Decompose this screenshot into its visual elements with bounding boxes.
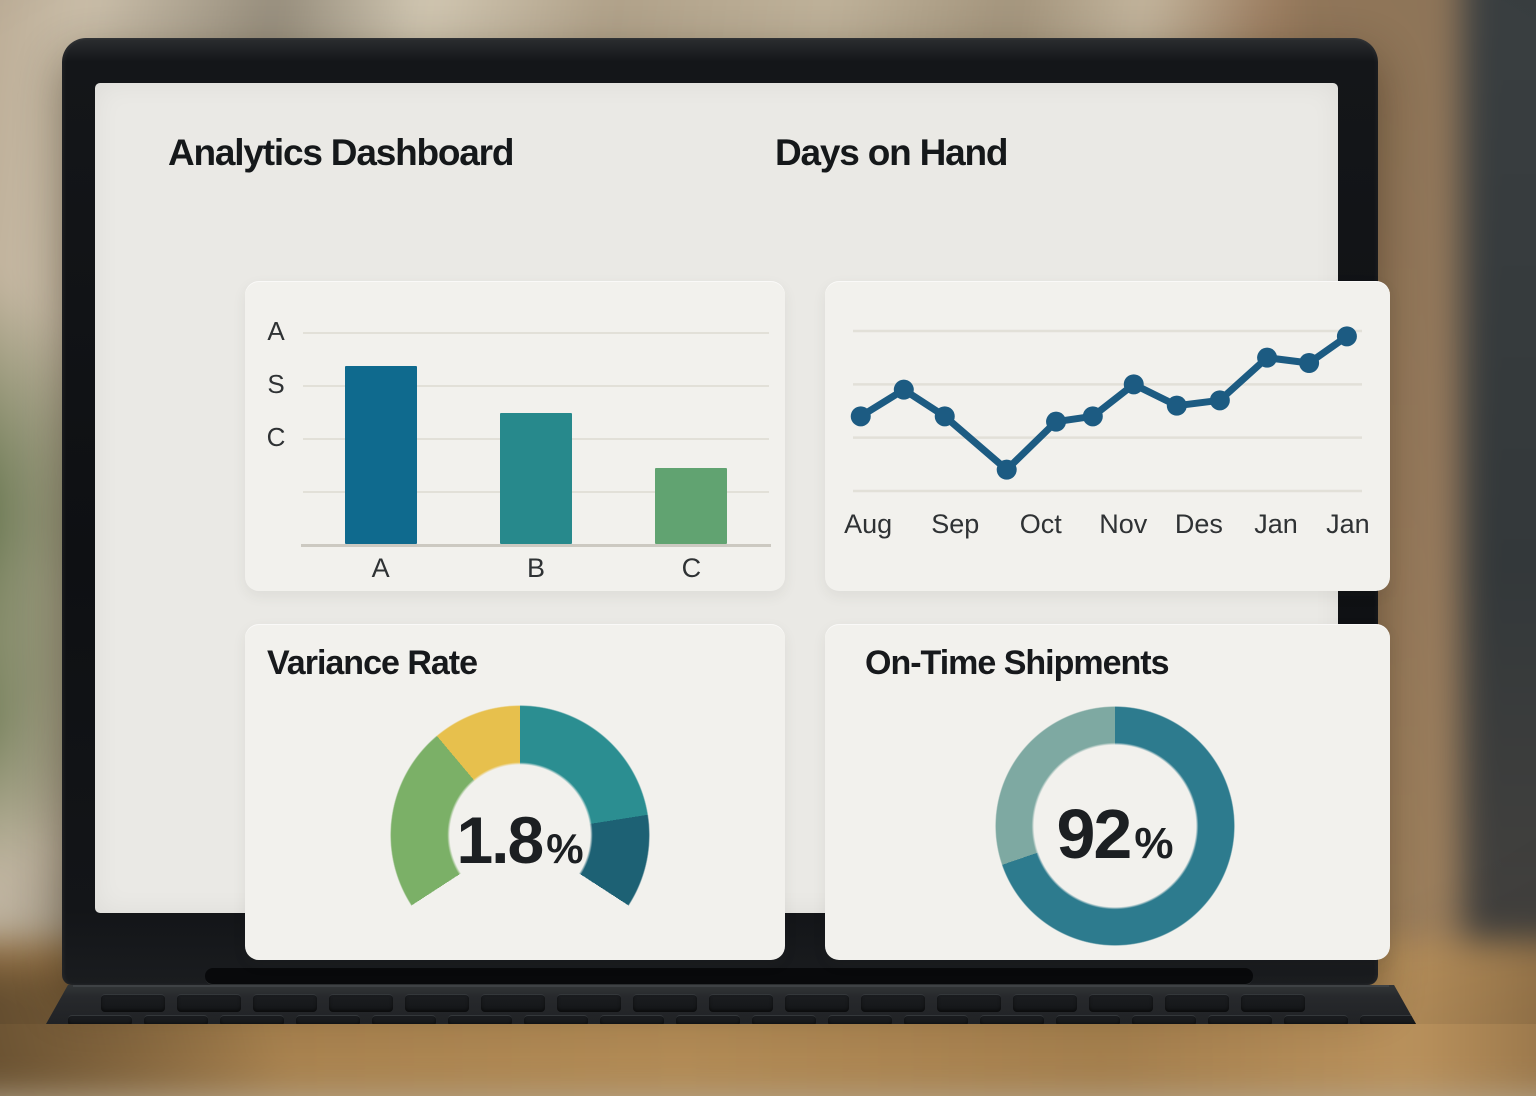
gauge-value: 1.8 % [390, 802, 650, 878]
x-tick-label: Aug [844, 509, 893, 539]
keyboard-key [448, 1015, 512, 1024]
keyboard-key [1089, 994, 1153, 1012]
keyboard-key [828, 1015, 892, 1024]
keyboard-key [557, 994, 621, 1012]
card-title-variance-rate: Variance Rate [267, 644, 478, 682]
bar-B [500, 413, 572, 544]
data-point [1209, 390, 1230, 411]
donut-value-unit: % [1134, 819, 1174, 868]
keyboard-key [101, 994, 165, 1012]
keyboard-key [1241, 994, 1305, 1012]
keyboard-key [68, 1015, 132, 1024]
keyboard-key [600, 1015, 664, 1024]
keyboard-key [1056, 1015, 1120, 1024]
x-tick-label: Nov [1099, 509, 1148, 539]
donut-value-number: 92 [1056, 795, 1133, 873]
laptop-hinge [205, 968, 1253, 985]
data-point [1299, 353, 1320, 373]
gauge-value-unit: % [546, 825, 584, 872]
bar-A [344, 366, 417, 544]
keyboard-key [633, 994, 697, 1012]
donut-ring [995, 706, 1235, 946]
x-tick-label: Jan [1326, 509, 1370, 539]
line-chart [850, 326, 1362, 493]
gridline [303, 332, 769, 334]
keyboard-key [481, 994, 545, 1012]
data-point [996, 459, 1017, 480]
keyboard-key [329, 994, 393, 1012]
panel-title-analytics-dashboard: Analytics Dashboard [168, 132, 514, 173]
keyboard-key [752, 1015, 816, 1024]
keyboard-key [144, 1015, 208, 1024]
y-tick-label: C [266, 422, 286, 452]
keyboard-key [676, 1015, 740, 1024]
y-tick-label: A [267, 316, 285, 346]
data-point [1166, 395, 1187, 416]
data-point [1046, 411, 1067, 432]
keyboard-key [372, 1015, 436, 1024]
data-point [1082, 406, 1103, 427]
x-tick-label: Sep [931, 509, 980, 539]
data-point [1257, 347, 1278, 368]
keyboard-key [980, 1015, 1044, 1024]
x-axis-baseline [301, 544, 771, 547]
data-point [893, 379, 914, 400]
x-tick-label: B [526, 553, 546, 583]
panel-title-days-on-hand: Days on Hand [775, 132, 1009, 173]
keyboard-key [785, 994, 849, 1012]
keyboard-key [220, 1015, 284, 1024]
x-tick-label: Jan [1254, 509, 1298, 539]
keyboard-key [904, 1015, 968, 1024]
keyboard-key [1165, 994, 1229, 1012]
keyboard-key [405, 994, 469, 1012]
laptop-base [46, 985, 1416, 1024]
keyboard-key [524, 1015, 588, 1024]
keyboard-key [1013, 994, 1077, 1012]
gauge-value-number: 1.8 [456, 803, 544, 877]
y-tick-label: S [267, 369, 285, 399]
keyboard-key [709, 994, 773, 1012]
keyboard-key [937, 994, 1001, 1012]
gauge-arc [390, 705, 650, 965]
data-point [850, 406, 871, 427]
keyboard-key [1360, 1015, 1416, 1024]
x-tick-label: C [681, 553, 702, 583]
data-point [1336, 326, 1357, 347]
card-line-chart: Aug Sep Oct Nov Des Jan Jan [825, 281, 1390, 591]
keyboard-key [861, 994, 925, 1012]
keyboard-key [253, 994, 317, 1012]
keyboard-key [1132, 1015, 1196, 1024]
card-title-on-time-shipments: On-Time Shipments [865, 644, 1170, 682]
bar-C [655, 468, 728, 544]
keyboard-key [1208, 1015, 1272, 1024]
gridline [303, 385, 769, 387]
donut-value: 92 % [995, 794, 1235, 874]
x-tick-label: Des [1174, 509, 1223, 539]
card-gauge-chart: Variance Rate 1.8 % [245, 624, 785, 965]
data-point [934, 406, 955, 427]
keyboard-key [177, 994, 241, 1012]
background-dark-band [1462, 0, 1536, 1096]
data-point [1123, 374, 1144, 395]
keyboard-key [296, 1015, 360, 1024]
x-tick-label: Oct [1019, 509, 1062, 539]
x-tick-label: A [371, 553, 390, 583]
keyboard-key [1284, 1015, 1348, 1024]
card-donut-chart: On-Time Shipments 92 % [825, 624, 1390, 960]
